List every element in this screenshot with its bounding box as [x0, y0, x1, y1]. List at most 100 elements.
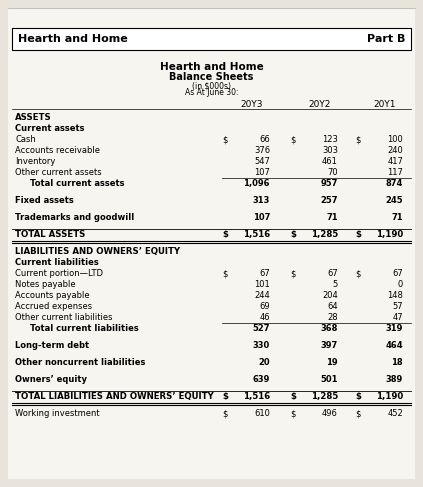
- Text: 67: 67: [327, 269, 338, 278]
- Text: Total current assets: Total current assets: [30, 179, 124, 188]
- Text: 639: 639: [253, 375, 270, 384]
- Text: Fixed assets: Fixed assets: [15, 196, 74, 205]
- Text: $: $: [355, 392, 361, 401]
- Text: Total current liabilities: Total current liabilities: [30, 324, 139, 333]
- Text: 46: 46: [259, 313, 270, 322]
- Text: 64: 64: [327, 302, 338, 311]
- Text: Owners’ equity: Owners’ equity: [15, 375, 87, 384]
- Text: $: $: [355, 409, 360, 418]
- Text: 148: 148: [387, 291, 403, 300]
- Text: Inventory: Inventory: [15, 157, 55, 166]
- Text: 107: 107: [254, 168, 270, 177]
- Text: ASSETS: ASSETS: [15, 113, 52, 122]
- Text: Other noncurrent liabilities: Other noncurrent liabilities: [15, 358, 146, 367]
- Text: Trademarks and goodwill: Trademarks and goodwill: [15, 213, 134, 222]
- Text: $: $: [290, 409, 295, 418]
- Text: Hearth and Home: Hearth and Home: [18, 34, 128, 44]
- Text: Current portion—LTD: Current portion—LTD: [15, 269, 103, 278]
- Text: 57: 57: [393, 302, 403, 311]
- Text: Other current liabilities: Other current liabilities: [15, 313, 113, 322]
- Text: $: $: [290, 269, 295, 278]
- Text: 69: 69: [259, 302, 270, 311]
- Text: 1,285: 1,285: [311, 230, 338, 239]
- Text: 319: 319: [386, 324, 403, 333]
- Text: TOTAL LIABILITIES AND OWNERS’ EQUITY: TOTAL LIABILITIES AND OWNERS’ EQUITY: [15, 392, 214, 401]
- Text: 1,516: 1,516: [243, 392, 270, 401]
- Text: 417: 417: [387, 157, 403, 166]
- Text: Current liabilities: Current liabilities: [15, 258, 99, 267]
- Text: 107: 107: [253, 213, 270, 222]
- Text: 1,096: 1,096: [244, 179, 270, 188]
- Text: 71: 71: [327, 213, 338, 222]
- Text: $: $: [355, 135, 360, 144]
- Text: $: $: [222, 135, 228, 144]
- Text: $: $: [222, 409, 228, 418]
- Text: $: $: [222, 230, 228, 239]
- Text: 257: 257: [321, 196, 338, 205]
- Text: 28: 28: [327, 313, 338, 322]
- Text: Current assets: Current assets: [15, 124, 85, 133]
- Text: Cash: Cash: [15, 135, 36, 144]
- Text: 313: 313: [253, 196, 270, 205]
- Text: 397: 397: [321, 341, 338, 350]
- Text: 461: 461: [322, 157, 338, 166]
- Bar: [12, 28, 411, 50]
- Text: Long-term debt: Long-term debt: [15, 341, 89, 350]
- Text: Other current assets: Other current assets: [15, 168, 102, 177]
- Text: 1,190: 1,190: [376, 230, 403, 239]
- Text: $: $: [355, 230, 361, 239]
- Text: 376: 376: [254, 146, 270, 155]
- Text: 1,190: 1,190: [376, 392, 403, 401]
- Text: 71: 71: [391, 213, 403, 222]
- Text: 100: 100: [387, 135, 403, 144]
- Text: 70: 70: [327, 168, 338, 177]
- Text: LIABILITIES AND OWNERS’ EQUITY: LIABILITIES AND OWNERS’ EQUITY: [15, 247, 180, 256]
- Text: 18: 18: [391, 358, 403, 367]
- Text: 19: 19: [327, 358, 338, 367]
- Text: As At June 30:: As At June 30:: [185, 88, 238, 97]
- Text: 610: 610: [254, 409, 270, 418]
- Text: 389: 389: [386, 375, 403, 384]
- Text: Notes payable: Notes payable: [15, 280, 76, 289]
- Text: 547: 547: [254, 157, 270, 166]
- Text: $: $: [222, 392, 228, 401]
- Text: Hearth and Home: Hearth and Home: [159, 62, 264, 72]
- Text: $: $: [355, 269, 360, 278]
- Text: 452: 452: [387, 409, 403, 418]
- Text: 303: 303: [322, 146, 338, 155]
- Text: 47: 47: [393, 313, 403, 322]
- Text: 501: 501: [321, 375, 338, 384]
- Text: 5: 5: [333, 280, 338, 289]
- Text: 20Y1: 20Y1: [374, 100, 396, 109]
- Text: Accounts payable: Accounts payable: [15, 291, 90, 300]
- Text: $: $: [290, 392, 296, 401]
- Text: 0: 0: [398, 280, 403, 289]
- Text: 20Y3: 20Y3: [241, 100, 263, 109]
- Text: 330: 330: [253, 341, 270, 350]
- Text: 464: 464: [385, 341, 403, 350]
- Text: 117: 117: [387, 168, 403, 177]
- Text: Accounts receivable: Accounts receivable: [15, 146, 100, 155]
- Text: 67: 67: [392, 269, 403, 278]
- Text: 101: 101: [254, 280, 270, 289]
- Text: 245: 245: [385, 196, 403, 205]
- Text: Balance Sheets: Balance Sheets: [169, 72, 254, 82]
- Text: $: $: [222, 269, 228, 278]
- Text: Working investment: Working investment: [15, 409, 100, 418]
- Text: $: $: [290, 230, 296, 239]
- Text: 957: 957: [321, 179, 338, 188]
- Text: 527: 527: [253, 324, 270, 333]
- Text: Accrued expenses: Accrued expenses: [15, 302, 92, 311]
- Text: 874: 874: [386, 179, 403, 188]
- Text: 240: 240: [387, 146, 403, 155]
- Text: $: $: [290, 135, 295, 144]
- Text: 244: 244: [254, 291, 270, 300]
- Text: 20Y2: 20Y2: [309, 100, 331, 109]
- Text: 20: 20: [258, 358, 270, 367]
- Text: 123: 123: [322, 135, 338, 144]
- Text: 1,516: 1,516: [243, 230, 270, 239]
- Text: Part B: Part B: [367, 34, 405, 44]
- Text: 67: 67: [259, 269, 270, 278]
- Text: TOTAL ASSETS: TOTAL ASSETS: [15, 230, 85, 239]
- Text: (in $000s): (in $000s): [192, 81, 231, 90]
